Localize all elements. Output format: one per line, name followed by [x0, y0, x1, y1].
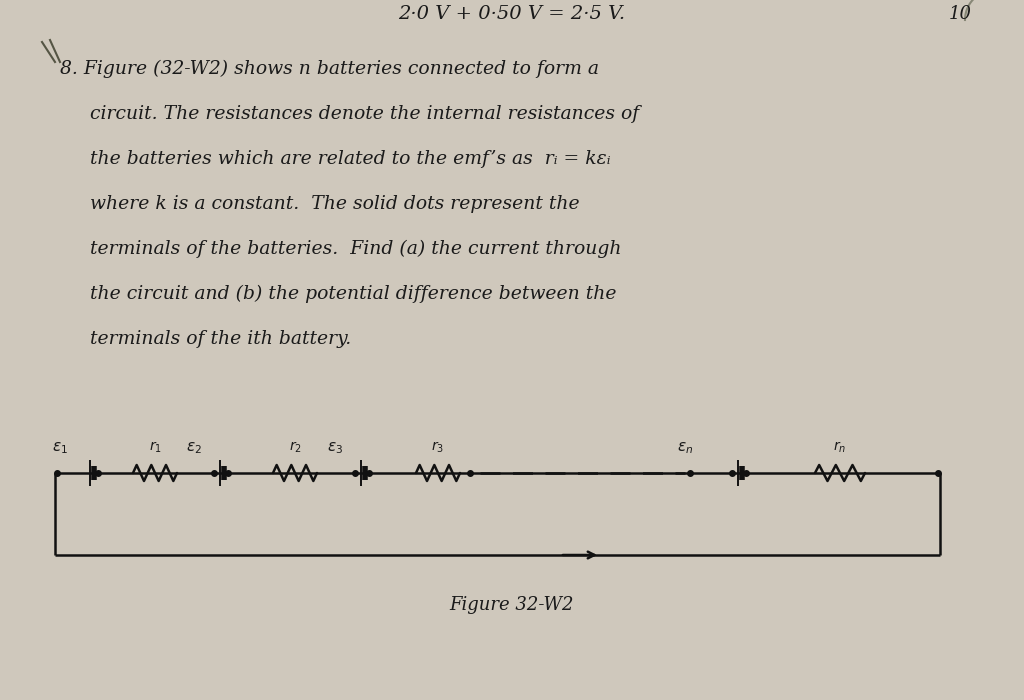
Text: $r_n$: $r_n$	[834, 440, 847, 455]
Text: $r_1$: $r_1$	[148, 440, 162, 455]
Text: 10: 10	[948, 5, 972, 23]
Text: where k is a constant.  The solid dots represent the: where k is a constant. The solid dots re…	[90, 195, 580, 213]
Text: $\varepsilon_2$: $\varepsilon_2$	[186, 440, 202, 456]
Text: 2·0 V + 0·50 V = 2·5 V.: 2·0 V + 0·50 V = 2·5 V.	[398, 5, 626, 23]
Text: the circuit and (b) the potential difference between the: the circuit and (b) the potential differ…	[90, 285, 616, 303]
Text: the batteries which are related to the emf’s as  rᵢ = kεᵢ: the batteries which are related to the e…	[90, 150, 610, 168]
Text: $r_2$: $r_2$	[289, 440, 301, 455]
Text: 8. Figure (32-W2) shows n batteries connected to form a: 8. Figure (32-W2) shows n batteries conn…	[60, 60, 599, 78]
Text: circuit. The resistances denote the internal resistances of: circuit. The resistances denote the inte…	[90, 105, 639, 123]
Text: $\varepsilon_3$: $\varepsilon_3$	[327, 440, 343, 456]
Text: $r_3$: $r_3$	[431, 440, 444, 455]
Text: $\varepsilon_1$: $\varepsilon_1$	[52, 440, 68, 456]
Text: Figure 32-W2: Figure 32-W2	[450, 596, 574, 614]
Text: $\varepsilon_n$: $\varepsilon_n$	[677, 440, 693, 456]
Text: terminals of the batteries.  Find (a) the current through: terminals of the batteries. Find (a) the…	[90, 240, 622, 258]
Text: terminals of the ith battery.: terminals of the ith battery.	[90, 330, 351, 348]
